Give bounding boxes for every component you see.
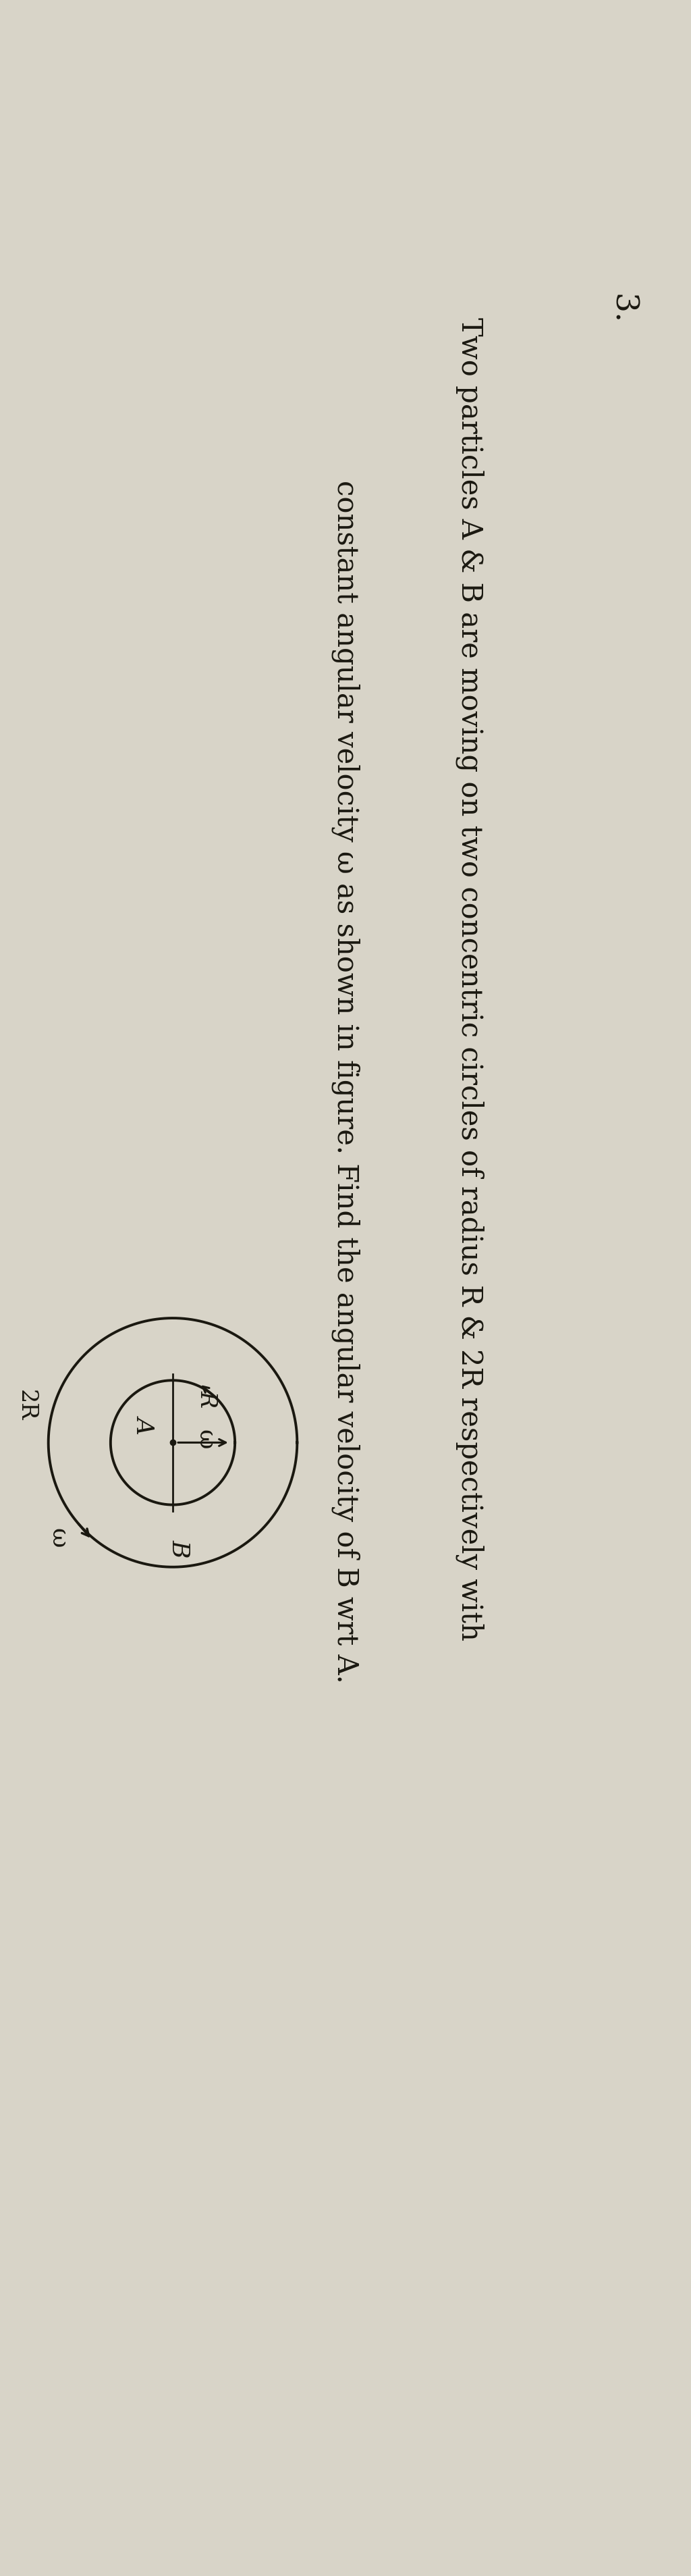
Text: Two particles A & B are moving on two concentric circles of radius R & 2R respec: Two particles A & B are moving on two co…: [455, 317, 484, 1641]
Text: R: R: [196, 1391, 218, 1406]
Text: 3.: 3.: [607, 294, 637, 325]
Text: 2R: 2R: [15, 1388, 37, 1422]
Text: ω: ω: [47, 1528, 70, 1548]
Text: ω: ω: [193, 1430, 216, 1450]
Text: B: B: [167, 1540, 191, 1558]
Text: constant angular velocity ω as shown in figure. Find the angular velocity of B w: constant angular velocity ω as shown in …: [331, 479, 360, 1685]
Text: A: A: [133, 1414, 156, 1432]
